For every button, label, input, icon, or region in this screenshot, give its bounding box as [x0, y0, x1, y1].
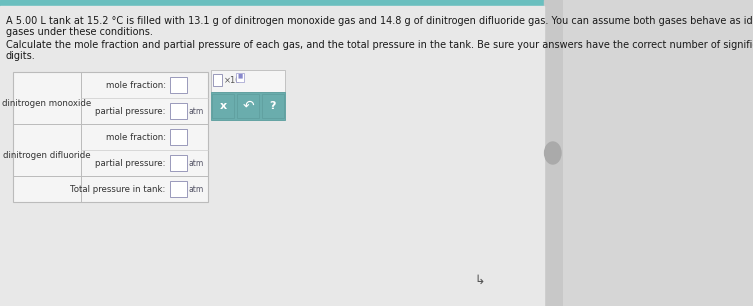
- Bar: [212, 94, 234, 118]
- Bar: [544, 0, 562, 306]
- Text: ?: ?: [270, 101, 276, 111]
- Bar: [170, 77, 187, 93]
- Bar: [170, 181, 187, 197]
- Bar: [236, 73, 243, 82]
- Text: Total pressure in tank:: Total pressure in tank:: [71, 185, 166, 193]
- Text: atm: atm: [188, 185, 203, 193]
- Text: x: x: [220, 101, 227, 111]
- Text: ■: ■: [237, 73, 242, 78]
- Bar: [262, 94, 284, 118]
- Bar: [170, 155, 187, 171]
- Text: A 5.00 L tank at 15.2 °C is filled with 13.1 g of dinitrogen monoxide gas and 14: A 5.00 L tank at 15.2 °C is filled with …: [6, 16, 753, 26]
- Text: ×10: ×10: [224, 76, 241, 84]
- Bar: [170, 103, 187, 119]
- Text: mole fraction:: mole fraction:: [105, 132, 166, 141]
- Text: atm: atm: [188, 106, 203, 115]
- Text: ↶: ↶: [242, 99, 254, 113]
- Bar: [170, 129, 187, 145]
- Text: Calculate the mole fraction and partial pressure of each gas, and the total pres: Calculate the mole fraction and partial …: [6, 40, 753, 50]
- Bar: [213, 74, 222, 86]
- Bar: [14, 72, 208, 202]
- Text: atm: atm: [188, 159, 203, 167]
- Bar: [211, 70, 285, 92]
- Bar: [211, 92, 285, 120]
- Text: ↳: ↳: [474, 274, 485, 286]
- Text: digits.: digits.: [6, 50, 35, 61]
- Text: dinitrogen monoxide: dinitrogen monoxide: [2, 99, 92, 108]
- Text: partial pressure:: partial pressure:: [96, 159, 166, 167]
- Circle shape: [544, 142, 561, 164]
- Bar: [0, 0, 562, 6]
- Text: dinitrogen difluoride: dinitrogen difluoride: [3, 151, 91, 160]
- Bar: [237, 94, 259, 118]
- Text: gases under these conditions.: gases under these conditions.: [6, 27, 153, 36]
- Text: mole fraction:: mole fraction:: [105, 80, 166, 89]
- Text: partial pressure:: partial pressure:: [96, 106, 166, 115]
